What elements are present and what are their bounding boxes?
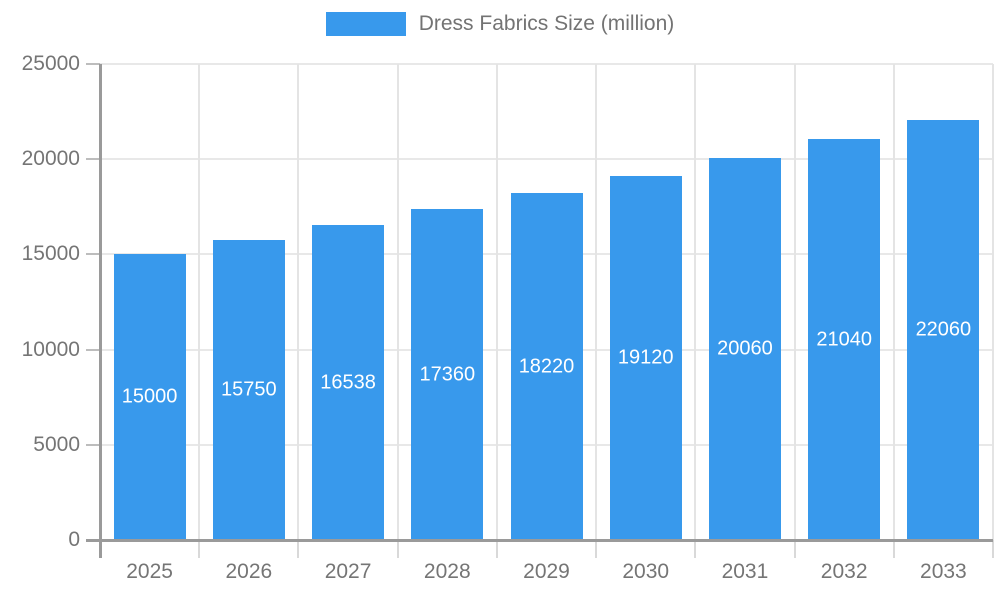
grid-line-vertical <box>198 64 201 540</box>
grid-line-vertical <box>992 64 994 540</box>
y-axis-tick-label: 25000 <box>21 52 80 75</box>
bar-value-label: 18220 <box>518 355 575 378</box>
bar: 15750 <box>212 240 285 540</box>
y-axis-tick <box>86 158 100 161</box>
bar: 20060 <box>708 158 781 540</box>
bar-value-label: 20060 <box>717 337 773 360</box>
bar-value-label: 16538 <box>320 371 376 394</box>
y-axis-tick <box>86 253 100 256</box>
y-axis-tick-label: 20000 <box>21 147 80 171</box>
x-axis-tick-label: 2033 <box>920 560 967 583</box>
bar-value-label: 19120 <box>617 346 674 369</box>
x-axis-tick <box>297 540 300 558</box>
bar-value-label: 17360 <box>419 363 476 386</box>
bar-value-label: 21040 <box>816 328 872 351</box>
y-axis-line <box>99 64 102 558</box>
bar-value-label: 15000 <box>121 385 178 408</box>
bar: 17360 <box>411 209 484 540</box>
x-axis-tick <box>495 540 498 558</box>
x-axis-tick-label: 2031 <box>721 560 769 583</box>
grid-line-vertical <box>495 64 498 540</box>
x-axis-tick <box>595 540 598 558</box>
x-axis-tick <box>694 540 697 558</box>
x-axis-tick-label: 2032 <box>820 560 868 583</box>
x-axis-tick-label: 2026 <box>225 560 273 583</box>
x-axis-tick-label: 2028 <box>423 560 471 583</box>
grid-line-horizontal <box>100 63 993 65</box>
bar: 15000 <box>113 254 186 540</box>
y-axis-tick <box>86 63 100 65</box>
chart-legend: Dress Fabrics Size (million) <box>0 12 1000 36</box>
grid-line-vertical <box>297 64 300 540</box>
x-axis-tick <box>892 540 895 558</box>
grid-line-horizontal <box>100 158 993 161</box>
x-axis-tick <box>992 540 994 558</box>
legend-label: Dress Fabrics Size (million) <box>418 12 675 35</box>
bar: 16538 <box>312 225 385 540</box>
bar: 22060 <box>907 119 980 540</box>
grid-line-vertical <box>396 64 399 540</box>
y-axis-tick-label: 10000 <box>21 337 80 361</box>
y-axis-tick-label: 0 <box>68 528 80 551</box>
legend-item[interactable]: Dress Fabrics Size (million) <box>325 12 675 36</box>
grid-line-vertical <box>595 64 598 540</box>
x-axis-tick-label: 2025 <box>126 560 173 583</box>
x-axis-tick <box>198 540 201 558</box>
x-axis-tick <box>793 540 796 558</box>
bar-value-label: 15750 <box>221 378 277 401</box>
bar-value-label: 22060 <box>915 318 972 341</box>
bar: 18220 <box>510 193 583 540</box>
y-axis-tick-label: 15000 <box>21 242 80 266</box>
legend-swatch <box>325 12 406 36</box>
x-axis-line <box>86 539 993 542</box>
y-axis-tick <box>86 443 100 446</box>
y-axis-tick <box>86 348 100 351</box>
grid-line-vertical <box>793 64 796 540</box>
grid-line-vertical <box>694 64 697 540</box>
x-axis-tick-label: 2029 <box>523 560 570 583</box>
x-axis-tick-label: 2030 <box>622 560 670 583</box>
y-axis-tick-label: 5000 <box>33 432 80 456</box>
bar: 21040 <box>808 139 881 540</box>
bar: 19120 <box>609 175 682 540</box>
grid-line-vertical <box>892 64 895 540</box>
x-axis-tick-label: 2027 <box>324 560 372 583</box>
x-axis-tick <box>396 540 399 558</box>
